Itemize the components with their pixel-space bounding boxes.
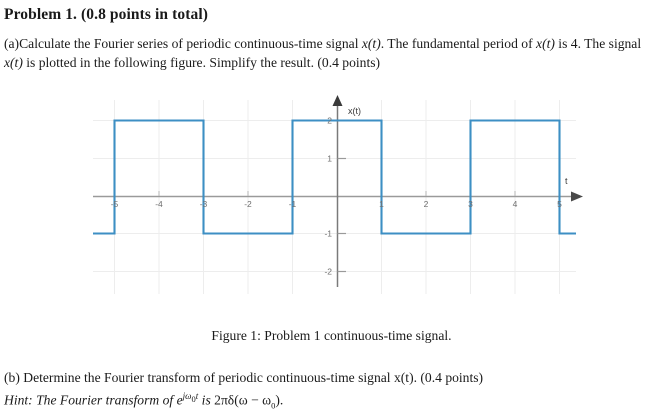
hint-math-2: 2πδ(ω − ω xyxy=(214,392,272,408)
x-axis xyxy=(93,191,583,202)
page-title: Problem 1. (0.8 points in total) xyxy=(4,6,208,23)
x-tick-label-4: 4 xyxy=(513,199,518,209)
part-b-paragraph: (b) Determine the Fourier transform of p… xyxy=(4,368,654,415)
hint-math-e: e xyxy=(176,392,183,408)
part-a-math-3: x(t) xyxy=(4,55,23,70)
part-a-paragraph: (a)Calculate the Fourier series of perio… xyxy=(4,34,659,72)
x-tick-label-1: 1 xyxy=(379,199,384,209)
x-tick-marks xyxy=(158,191,516,196)
y-tick-label-neg1: -1 xyxy=(324,229,332,239)
x-tick-label-neg3: -3 xyxy=(200,199,208,209)
y-axis-label: x(t) xyxy=(348,106,361,116)
x-axis-label: t xyxy=(565,176,568,186)
hint-math-exponent-t: t xyxy=(195,391,199,401)
hint-math-exponent: jω xyxy=(182,391,192,401)
x-tick-label-5: 5 xyxy=(557,199,562,209)
x-tick-label-2: 2 xyxy=(424,199,429,209)
part-a-marker: (a) xyxy=(4,36,20,51)
part-a-text-1: Calculate the Fourier series of periodic… xyxy=(19,36,362,51)
part-a-text-3: is 4. The signal xyxy=(554,36,642,51)
x-tick-label-neg5: -5 xyxy=(111,199,119,209)
part-a-math-1: x(t) xyxy=(361,36,381,51)
signal-plot-svg: -5 -4 -3 -2 -1 1 2 3 4 5 2 1 -1 -2 x(t) … xyxy=(93,95,583,294)
x-tick-label-neg1: -1 xyxy=(289,199,297,209)
hint-text-2: is xyxy=(198,392,215,408)
signal-waveform xyxy=(93,119,576,235)
figure-1-signal-plot: -5 -4 -3 -2 -1 1 2 3 4 5 2 1 -1 -2 x(t) … xyxy=(0,92,663,307)
part-a-text-4: is plotted in the following figure. Simp… xyxy=(22,55,381,70)
hint-text-1: The Fourier transform of xyxy=(36,392,177,408)
y-tick-labels: 2 1 -1 -2 xyxy=(324,116,332,277)
hint-math-exponent-sub: 0 xyxy=(191,393,196,404)
y-tick-label-neg2: -2 xyxy=(324,267,332,277)
x-tick-label-neg2: -2 xyxy=(244,199,252,209)
x-tick-labels: -5 -4 -3 -2 -1 1 2 3 4 5 xyxy=(111,199,562,209)
hint-math-2-sub: 0 xyxy=(271,400,276,411)
hint-label: Hint: xyxy=(4,392,33,408)
part-b-marker: (b) xyxy=(4,370,20,385)
part-a-text-2: . The fundamental period of xyxy=(380,36,537,51)
y-tick-label-2: 2 xyxy=(327,116,332,126)
x-tick-label-neg4: -4 xyxy=(155,199,163,209)
y-tick-label-1: 1 xyxy=(327,154,332,164)
part-b-text: Determine the Fourier transform of perio… xyxy=(23,370,484,385)
y-axis xyxy=(332,95,343,287)
figure-caption: Figure 1: Problem 1 continuous-time sign… xyxy=(211,328,452,343)
x-tick-label-3: 3 xyxy=(468,199,473,209)
part-a-math-2: x(t) xyxy=(536,36,555,51)
hint-math-2-end: ). xyxy=(275,392,284,408)
